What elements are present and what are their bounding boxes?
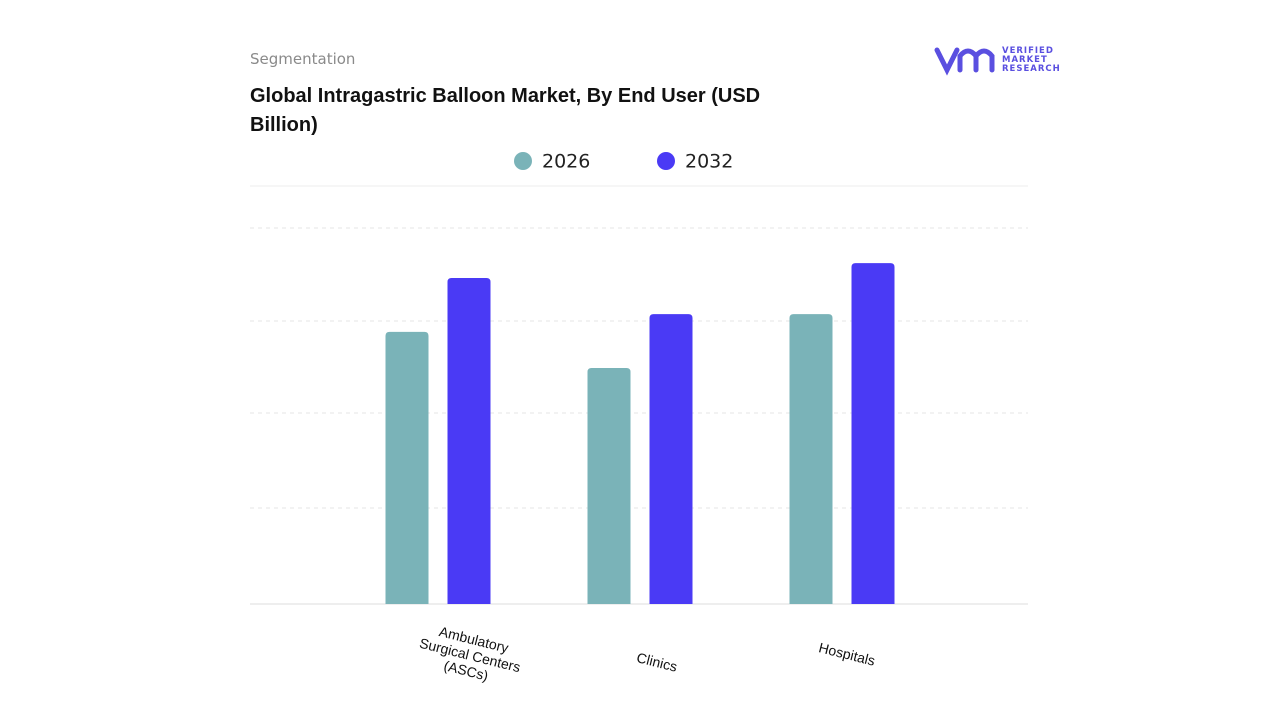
bar	[649, 314, 693, 604]
bar	[789, 314, 833, 604]
logo-mark	[934, 47, 995, 76]
logo-text: MARKET	[1002, 55, 1048, 65]
bar	[587, 368, 631, 604]
legend-marker	[657, 152, 675, 170]
bar	[447, 277, 491, 604]
grid	[250, 227, 1028, 509]
bar	[851, 263, 895, 604]
legend-label: 2026	[542, 151, 590, 173]
logo: VERIFIED MARKET RESEARCH	[934, 46, 1061, 76]
logo-text: VERIFIED	[1002, 46, 1054, 56]
bar	[385, 331, 429, 604]
legend-marker	[514, 152, 532, 170]
legend-label: 2032	[685, 151, 733, 173]
chart-title: Global Intragastric Balloon Market, By E…	[250, 85, 761, 136]
section-label: Segmentation	[250, 50, 356, 68]
logo-text: RESEARCH	[1002, 64, 1061, 74]
